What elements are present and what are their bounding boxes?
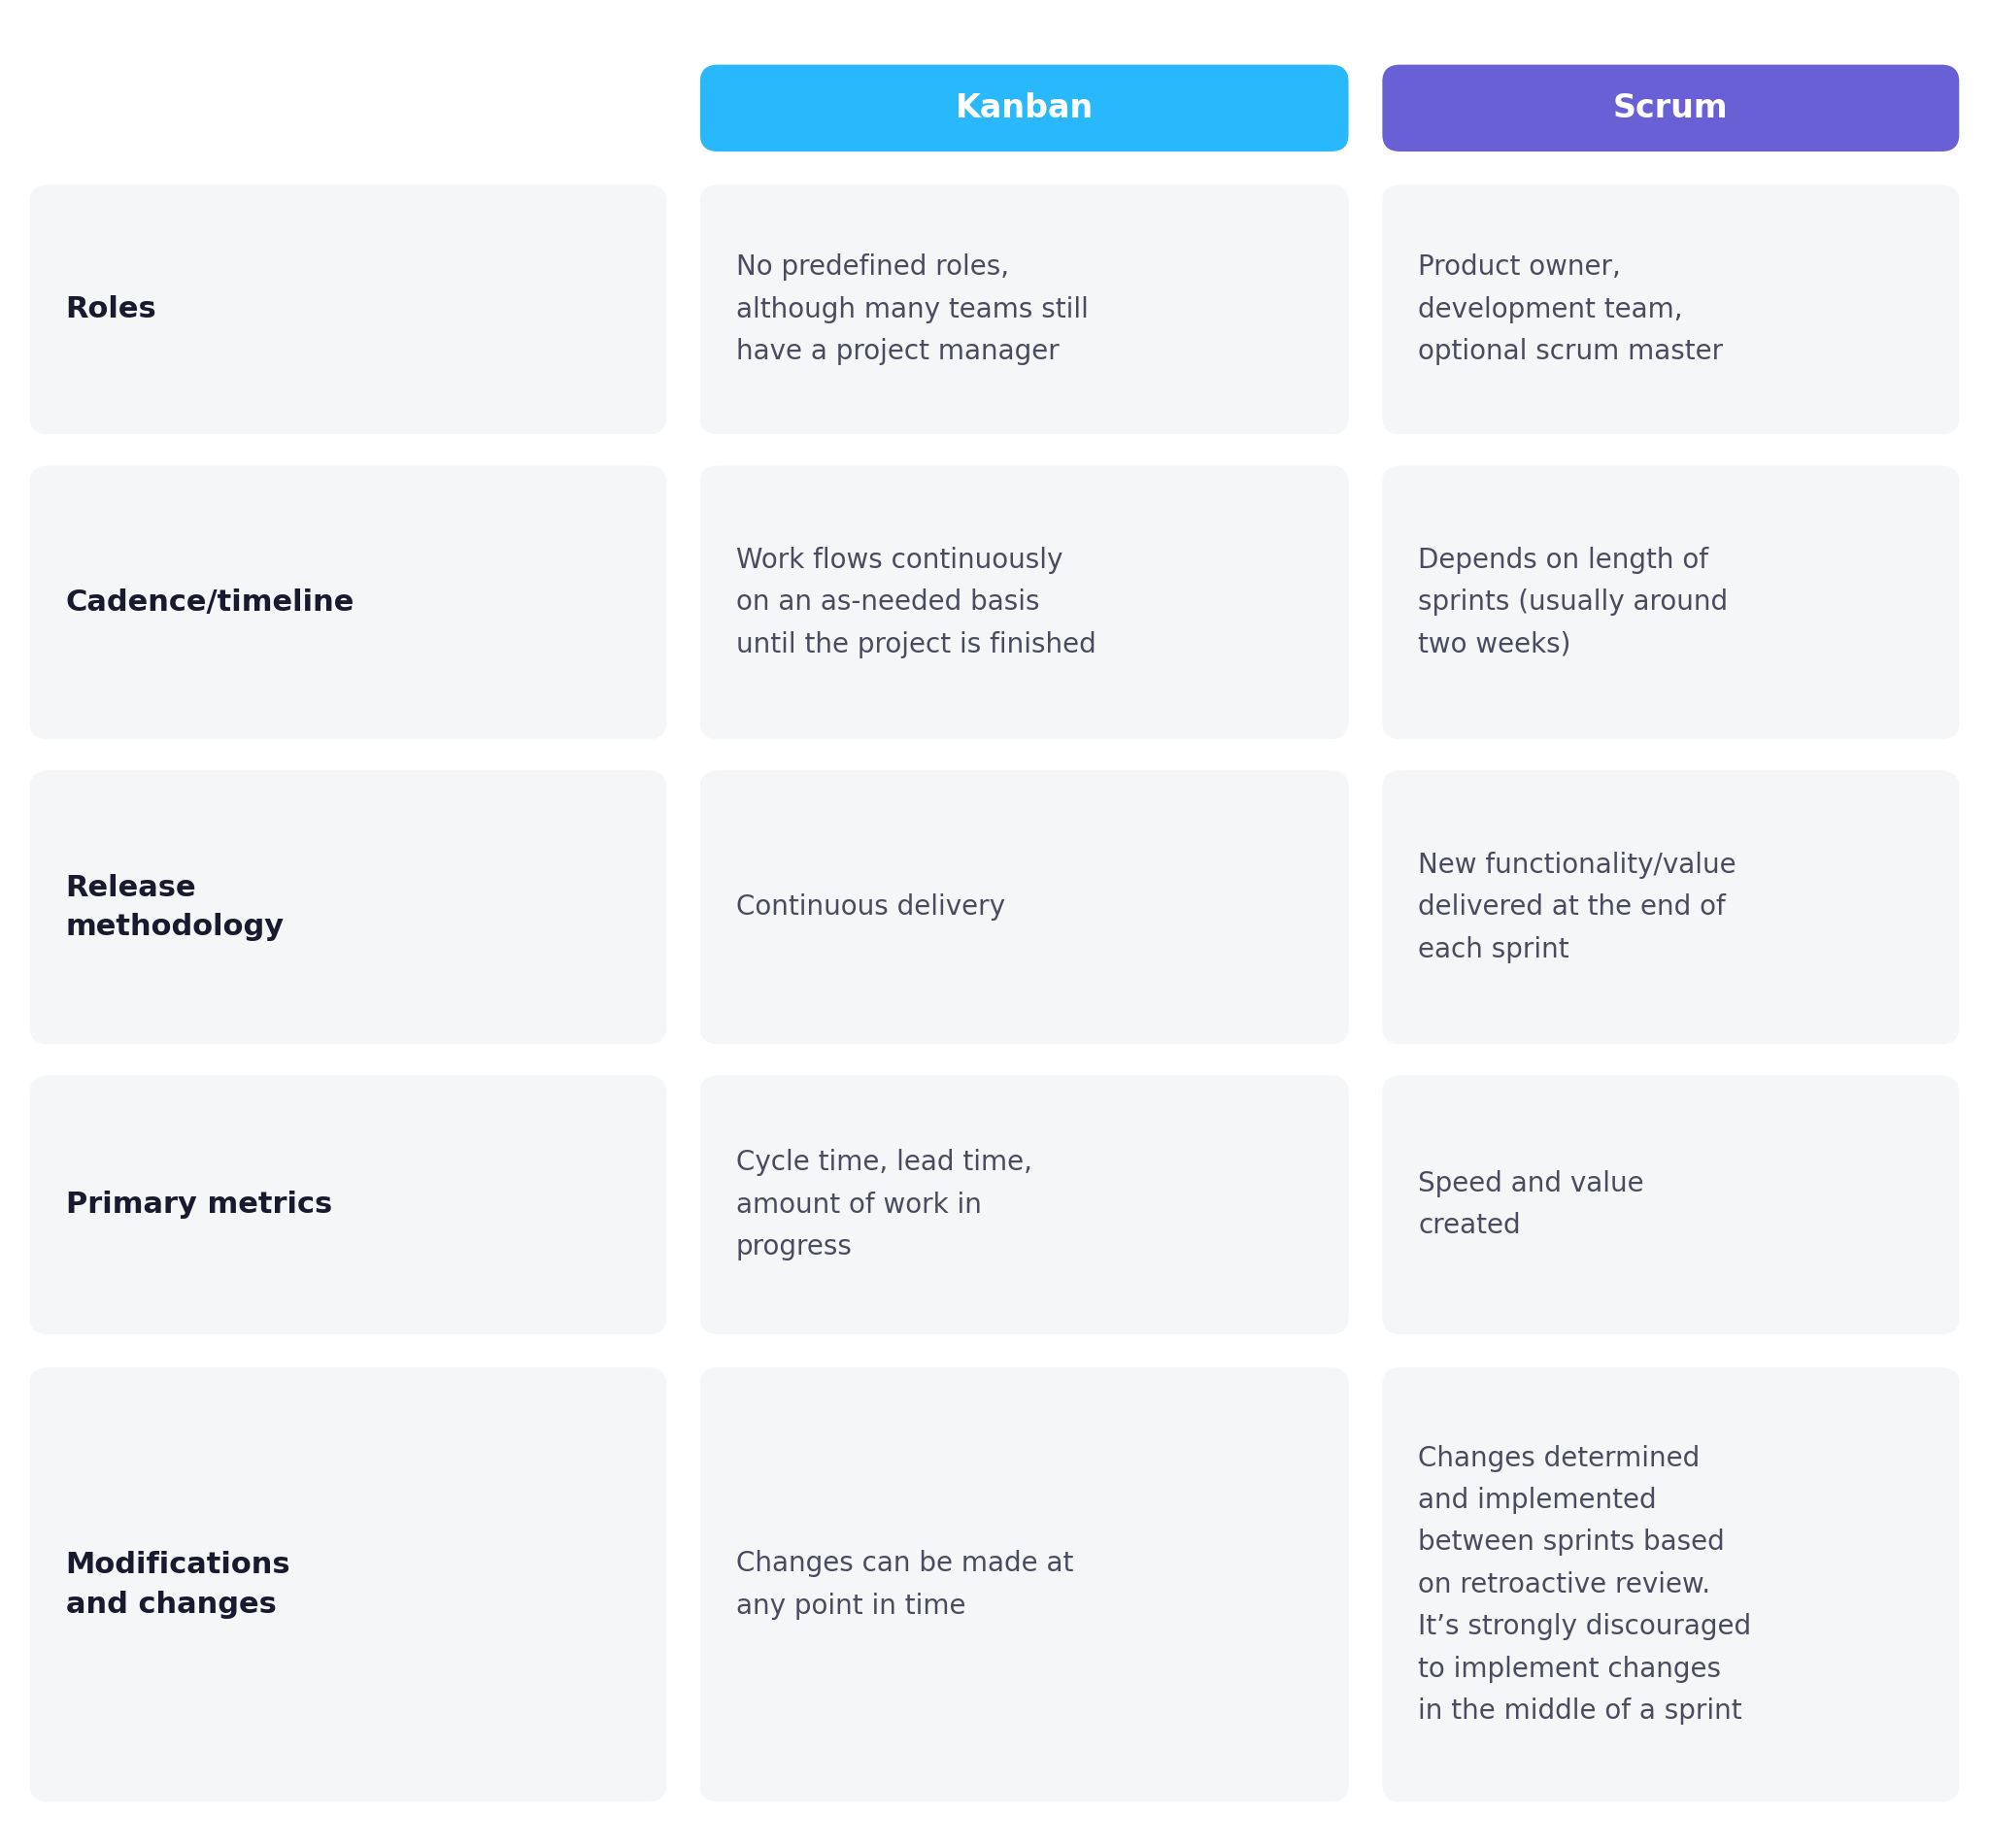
FancyBboxPatch shape [30,771,666,1044]
Text: Changes can be made at
any point in time: Changes can be made at any point in time [736,1550,1074,1619]
Text: New functionality/value
delivered at the end of
each sprint: New functionality/value delivered at the… [1418,852,1736,963]
Text: Product owner,
development team,
optional scrum master: Product owner, development team, optiona… [1418,253,1722,366]
FancyBboxPatch shape [30,185,666,434]
FancyBboxPatch shape [700,466,1349,739]
Text: Kanban: Kanban [955,92,1094,124]
Text: Primary metrics: Primary metrics [66,1190,332,1220]
Text: Depends on length of
sprints (usually around
two weeks): Depends on length of sprints (usually ar… [1418,547,1728,658]
FancyBboxPatch shape [1382,1076,1959,1334]
FancyBboxPatch shape [1382,1368,1959,1802]
Text: Work flows continuously
on an as-needed basis
until the project is finished: Work flows continuously on an as-needed … [736,547,1096,658]
FancyBboxPatch shape [30,1076,666,1334]
FancyBboxPatch shape [700,1076,1349,1334]
Text: Cycle time, lead time,
amount of work in
progress: Cycle time, lead time, amount of work in… [736,1149,1032,1260]
FancyBboxPatch shape [1382,65,1959,152]
Text: Roles: Roles [66,296,157,323]
Text: Continuous delivery: Continuous delivery [736,894,1004,920]
FancyBboxPatch shape [1382,466,1959,739]
Text: Scrum: Scrum [1613,92,1728,124]
FancyBboxPatch shape [700,771,1349,1044]
Text: Changes determined
and implemented
between sprints based
on retroactive review.
: Changes determined and implemented betwe… [1418,1445,1752,1724]
FancyBboxPatch shape [700,1368,1349,1802]
FancyBboxPatch shape [30,1368,666,1802]
FancyBboxPatch shape [700,185,1349,434]
Text: Cadence/timeline: Cadence/timeline [66,588,354,617]
FancyBboxPatch shape [1382,185,1959,434]
Text: No predefined roles,
although many teams still
have a project manager: No predefined roles, although many teams… [736,253,1088,366]
FancyBboxPatch shape [30,466,666,739]
Text: Speed and value
created: Speed and value created [1418,1170,1645,1240]
FancyBboxPatch shape [1382,771,1959,1044]
Text: Release
methodology: Release methodology [66,874,284,941]
FancyBboxPatch shape [700,65,1349,152]
Text: Modifications
and changes: Modifications and changes [66,1550,290,1619]
